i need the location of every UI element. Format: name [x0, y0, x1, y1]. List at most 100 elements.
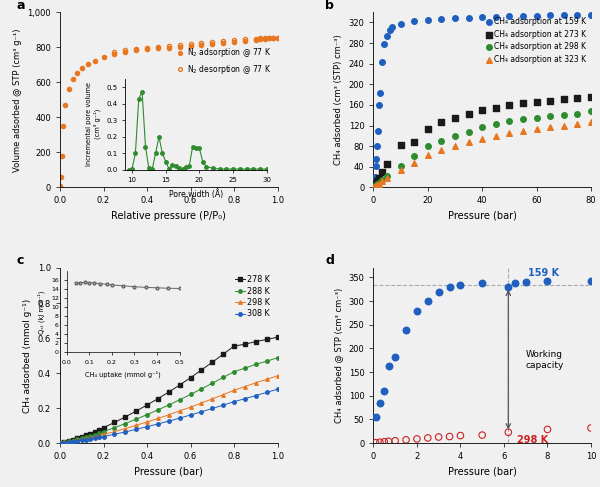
Y-axis label: CH₄ adsorbed (cm³ (STP) cm⁻³): CH₄ adsorbed (cm³ (STP) cm⁻³) [334, 35, 343, 165]
Point [384, 437, 394, 445]
N$_2$ desorption @ 77 K [261, 35, 268, 41]
298 K [87, 434, 94, 440]
N$_2$ desorption @ 77 K [111, 49, 118, 55]
N$_2$ desorption @ 77 K [133, 46, 140, 52]
308 K [187, 412, 194, 418]
298 K [100, 431, 107, 437]
N$_2$ desorption @ 77 K [176, 42, 183, 48]
Point [375, 438, 385, 446]
CH₄ adsorption at 273 K [423, 125, 433, 133]
298 K [252, 380, 259, 386]
288 K [165, 402, 172, 408]
N$_2$ adsorption @ 77 K [85, 61, 92, 67]
N$_2$ adsorption @ 77 K [58, 153, 65, 159]
Legend: 278 K, 288 K, 298 K, 308 K: 278 K, 288 K, 298 K, 308 K [232, 272, 274, 322]
Point [401, 326, 411, 334]
288 K [176, 397, 183, 403]
Point [423, 297, 433, 305]
308 K [220, 402, 227, 408]
CH₄ adsorption at 273 K [464, 110, 473, 117]
288 K [187, 392, 194, 397]
N$_2$ adsorption @ 77 K [111, 51, 118, 57]
N$_2$ adsorption @ 77 K [78, 65, 85, 71]
CH₄ adsorption at 323 K [464, 138, 473, 146]
CH₄ adsorption at 323 K [423, 151, 433, 159]
CH₄ adsorption at 298 K [545, 112, 555, 120]
CH₄ adsorption at 159 K [532, 12, 541, 19]
298 K [220, 392, 227, 397]
278 K [122, 414, 129, 420]
CH₄ adsorption at 159 K [450, 15, 460, 22]
288 K [122, 421, 129, 427]
Point [384, 362, 394, 370]
288 K [70, 438, 77, 444]
278 K [83, 432, 90, 438]
N$_2$ adsorption @ 77 K [230, 38, 238, 44]
N$_2$ adsorption @ 77 K [65, 86, 73, 92]
CH₄ adsorption at 159 K [372, 142, 382, 150]
N$_2$ adsorption @ 77 K [154, 45, 161, 51]
N$_2$ desorption @ 77 K [209, 39, 216, 45]
298 K [176, 408, 183, 414]
CH₄ adsorption at 273 K [374, 174, 383, 182]
308 K [198, 409, 205, 415]
N$_2$ adsorption @ 77 K [209, 41, 216, 47]
CH₄ adsorption at 159 K [491, 13, 500, 21]
CH₄ adsorption at 298 K [464, 128, 473, 135]
278 K [78, 434, 85, 440]
278 K [100, 425, 107, 431]
308 K [61, 440, 68, 446]
Point [423, 434, 433, 442]
CH₄ adsorption at 273 K [437, 118, 446, 126]
308 K [87, 436, 94, 442]
CH₄ adsorption at 273 K [396, 141, 406, 149]
308 K [230, 399, 238, 405]
N$_2$ adsorption @ 77 K [56, 183, 64, 189]
298 K [91, 434, 98, 440]
278 K [252, 338, 259, 344]
Point [401, 436, 411, 444]
Text: b: b [325, 0, 334, 12]
N$_2$ adsorption @ 77 K [59, 123, 67, 129]
Point [503, 283, 513, 291]
CH₄ adsorption at 298 K [369, 183, 379, 191]
CH₄ adsorption at 273 K [369, 183, 379, 191]
278 K [143, 402, 151, 408]
CH₄ adsorption at 273 K [371, 181, 380, 188]
Point [542, 426, 552, 433]
CH₄ adsorption at 273 K [450, 114, 460, 122]
288 K [274, 355, 281, 360]
CH₄ adsorption at 159 K [385, 26, 394, 34]
CH₄ adsorption at 323 K [450, 142, 460, 150]
298 K [274, 373, 281, 378]
308 K [154, 421, 161, 427]
N$_2$ desorption @ 77 K [252, 36, 259, 41]
CH₄ adsorption at 298 K [478, 123, 487, 131]
CH₄ adsorption at 159 K [382, 33, 392, 40]
308 K [274, 386, 281, 392]
CH₄ adsorption at 298 K [370, 183, 379, 191]
Point [521, 278, 530, 286]
278 K [65, 438, 73, 444]
308 K [70, 439, 77, 445]
288 K [100, 429, 107, 434]
N$_2$ adsorption @ 77 K [274, 35, 281, 41]
CH₄ adsorption at 298 K [371, 182, 381, 189]
CH₄ adsorption at 298 K [518, 115, 528, 123]
N$_2$ desorption @ 77 K [187, 41, 194, 47]
N$_2$ adsorption @ 77 K [187, 43, 194, 49]
CH₄ adsorption at 323 K [518, 127, 528, 135]
CH₄ adsorption at 298 K [409, 152, 419, 160]
CH₄ adsorption at 273 K [409, 138, 419, 146]
288 K [209, 380, 216, 386]
CH₄ adsorption at 323 K [409, 159, 419, 167]
CH₄ adsorption at 298 K [586, 107, 596, 115]
298 K [133, 422, 140, 428]
308 K [209, 406, 216, 412]
278 K [176, 382, 183, 388]
N$_2$ desorption @ 77 K [154, 44, 161, 50]
Point [510, 279, 520, 287]
CH₄ adsorption at 323 K [491, 132, 500, 140]
CH₄ adsorption at 298 K [491, 120, 500, 128]
N$_2$ desorption @ 77 K [265, 35, 272, 41]
